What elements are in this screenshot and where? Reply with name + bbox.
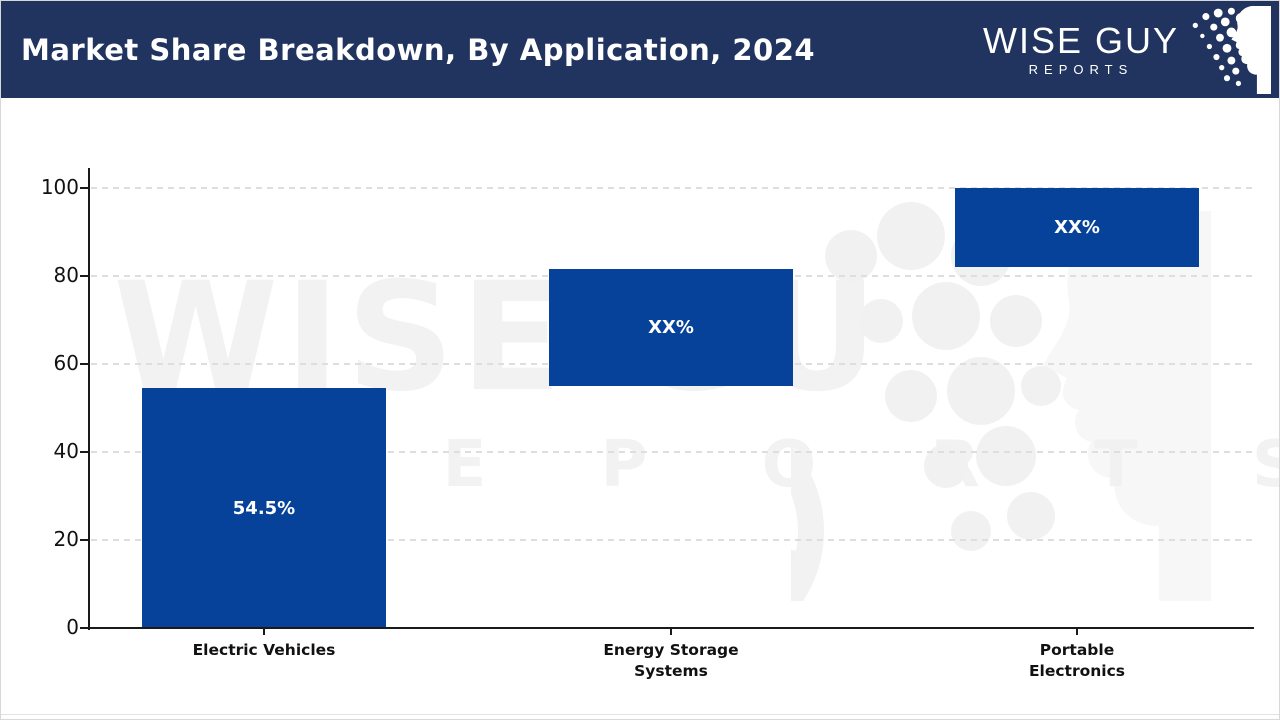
y-tick-label-0: 0	[66, 615, 79, 639]
y-axis-line	[88, 168, 90, 630]
bar-value-label-1: XX%	[648, 317, 694, 339]
x-category-label-2: Portable Electronics	[1028, 641, 1126, 680]
x-category-label-1: Energy Storage Systems	[603, 641, 739, 680]
gridline-100	[91, 187, 1254, 189]
gridline-20	[91, 539, 1254, 541]
y-tick-label-80: 80	[53, 263, 79, 287]
wiseguy-logo: WISE GUY REPORTS	[983, 1, 1271, 98]
page-title: Market Share Breakdown, By Application, …	[21, 32, 816, 67]
bar-value-label-0: 54.5%	[232, 497, 296, 519]
bar-segment-2: XX%	[955, 188, 1199, 268]
y-tick-mark-60	[80, 363, 88, 365]
dotted-face-icon	[1192, 5, 1271, 94]
x-tick-mark-2	[1076, 628, 1078, 635]
bar-segment-0: 54.5%	[142, 388, 386, 628]
gridline-40	[91, 451, 1254, 453]
x-tick-mark-0	[263, 628, 265, 635]
y-tick-mark-0	[80, 627, 88, 629]
y-tick-label-60: 60	[53, 351, 79, 375]
bottom-divider	[1, 714, 1279, 715]
y-tick-label-100: 100	[40, 175, 79, 199]
x-tick-mark-1	[670, 628, 672, 635]
y-tick-label-40: 40	[53, 439, 79, 463]
bar-value-label-2: XX%	[1054, 217, 1100, 239]
logo-subtitle: REPORTS	[1028, 61, 1134, 77]
y-tick-mark-100	[80, 187, 88, 189]
y-tick-mark-80	[80, 275, 88, 277]
header-bar: Market Share Breakdown, By Application, …	[1, 1, 1279, 98]
logo-text: WISE GUY REPORTS	[982, 19, 1179, 77]
y-tick-mark-20	[80, 539, 88, 541]
bar-segment-1: XX%	[549, 269, 793, 386]
y-tick-label-20: 20	[53, 527, 79, 551]
y-tick-mark-40	[80, 451, 88, 453]
x-category-label-0: Electric Vehicles	[192, 641, 336, 659]
logo-wordmark: WISE GUY	[982, 19, 1179, 61]
